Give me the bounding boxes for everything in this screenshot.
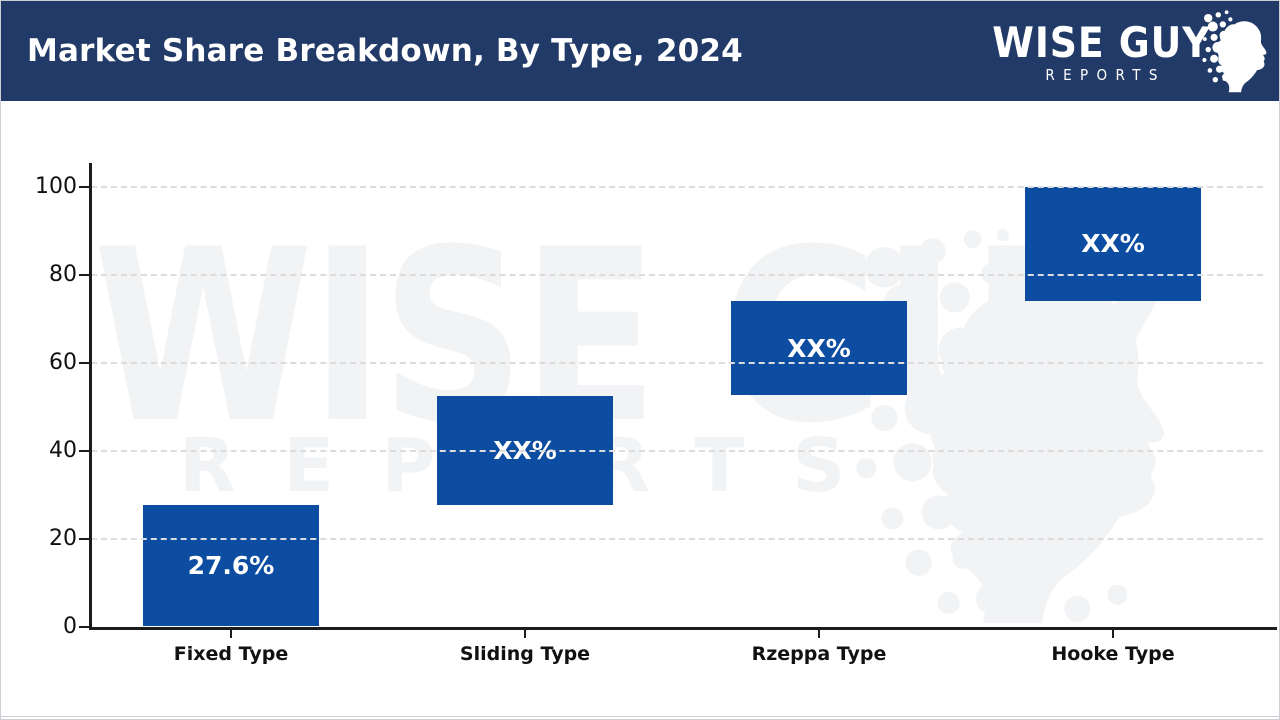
brand-logo: WISE GUY REPORTS xyxy=(968,7,1273,99)
brand-name-text: WISE GUY xyxy=(992,18,1211,67)
waterfall-bar-rzeppa-type: XX% xyxy=(731,300,907,396)
y-tick-mark xyxy=(79,361,91,364)
waterfall-bar-fixed-type: 27.6% xyxy=(143,505,319,627)
x-tick-mark xyxy=(524,629,526,638)
y-tick-mark xyxy=(79,537,91,540)
brand-head-graphic xyxy=(1197,6,1273,100)
x-axis-line xyxy=(89,626,1277,630)
page-bottom-divider xyxy=(1,716,1279,717)
y-tick-mark xyxy=(79,449,91,452)
y-tick-label: 40 xyxy=(49,437,77,463)
y-tick-mark xyxy=(79,625,91,628)
x-tick-mark xyxy=(818,629,820,638)
header-bar: Market Share Breakdown, By Type, 2024 WI… xyxy=(1,1,1279,101)
y-tick-mark xyxy=(79,273,91,276)
y-tick-label: 0 xyxy=(63,613,77,639)
bar-value-label: 27.6% xyxy=(187,551,275,581)
x-tick-label: Rzeppa Type xyxy=(751,642,887,665)
y-tick-mark xyxy=(79,185,91,188)
y-gridline xyxy=(91,537,1263,540)
x-tick-mark xyxy=(1112,629,1114,638)
y-gridline xyxy=(91,185,1263,188)
dotted-head-silhouette-icon xyxy=(1201,10,1267,93)
y-tick-label: 80 xyxy=(49,261,77,287)
waterfall-bar-hooke-type: XX% xyxy=(1025,186,1201,301)
y-gridline xyxy=(91,449,1263,452)
bar-value-label: XX% xyxy=(1081,229,1145,259)
x-tick-mark xyxy=(230,629,232,638)
bar-value-label: XX% xyxy=(787,333,851,363)
x-tick-label: Hooke Type xyxy=(1051,642,1175,665)
y-tick-label: 60 xyxy=(49,349,77,375)
y-tick-label: 100 xyxy=(35,173,77,199)
y-gridline xyxy=(91,361,1263,364)
x-tick-label: Sliding Type xyxy=(459,642,591,665)
y-tick-label: 20 xyxy=(49,525,77,551)
brand-reports-text: REPORTS xyxy=(1045,66,1167,84)
y-gridline xyxy=(91,273,1263,276)
brand-wordmark: WISE GUY REPORTS xyxy=(993,21,1211,85)
x-tick-label: Fixed Type xyxy=(173,642,289,665)
chart-title: Market Share Breakdown, By Type, 2024 xyxy=(27,33,743,69)
y-axis-line xyxy=(89,163,92,630)
